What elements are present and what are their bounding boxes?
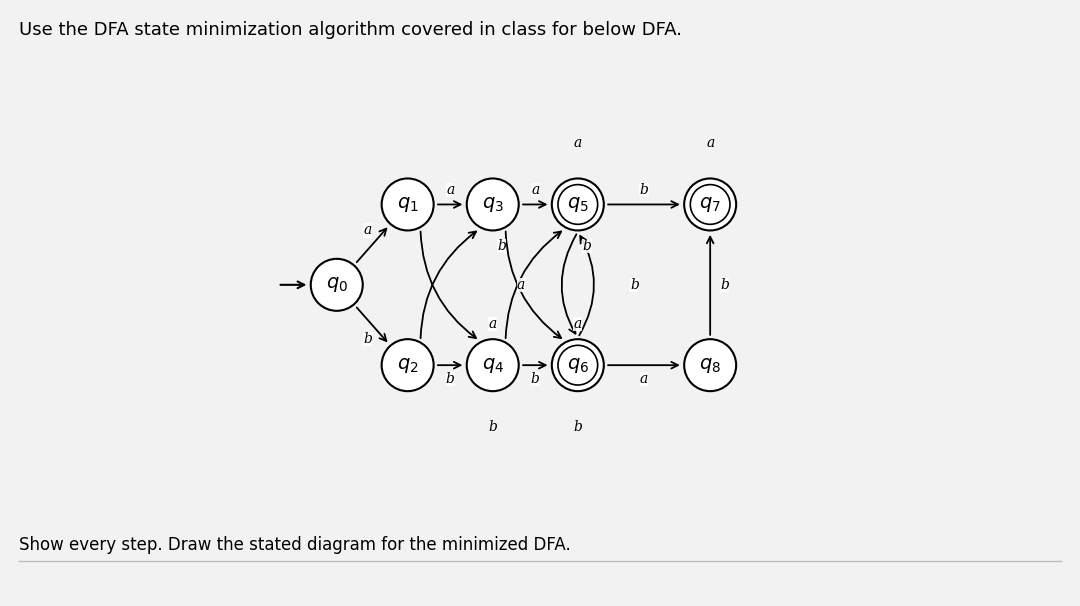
Text: $q_7$: $q_7$ [699,195,721,214]
Text: $q_1$: $q_1$ [396,195,419,214]
Text: b: b [573,419,582,434]
Circle shape [684,178,737,230]
Circle shape [552,339,604,391]
Text: $q_3$: $q_3$ [482,195,503,214]
Text: b: b [363,332,372,346]
Circle shape [467,178,518,230]
Text: $q_8$: $q_8$ [699,356,721,375]
Text: b: b [720,278,729,292]
Text: $q_5$: $q_5$ [567,195,589,214]
Text: Use the DFA state minimization algorithm covered in class for below DFA.: Use the DFA state minimization algorithm… [19,21,683,39]
Text: a: a [446,183,455,198]
Text: b: b [488,419,497,434]
Text: a: a [363,224,372,238]
Text: a: a [517,278,525,292]
Text: b: b [498,239,507,253]
Text: $q_4$: $q_4$ [482,356,504,375]
Circle shape [381,339,434,391]
Circle shape [381,178,434,230]
Text: b: b [582,239,592,253]
Circle shape [552,178,604,230]
Text: $q_2$: $q_2$ [396,356,418,375]
Text: b: b [639,183,648,198]
Text: a: a [531,183,539,198]
Text: b: b [531,372,540,387]
Text: $q_6$: $q_6$ [567,356,589,375]
Text: a: a [488,317,497,331]
Text: b: b [630,278,639,292]
Text: a: a [639,372,648,387]
Circle shape [467,339,518,391]
Text: a: a [573,317,582,331]
Text: a: a [573,136,582,150]
Circle shape [311,259,363,311]
Text: b: b [446,372,455,387]
Text: Show every step. Draw the stated diagram for the minimized DFA.: Show every step. Draw the stated diagram… [19,536,571,554]
Text: a: a [706,136,714,150]
Circle shape [684,339,737,391]
Text: $q_0$: $q_0$ [326,275,348,295]
